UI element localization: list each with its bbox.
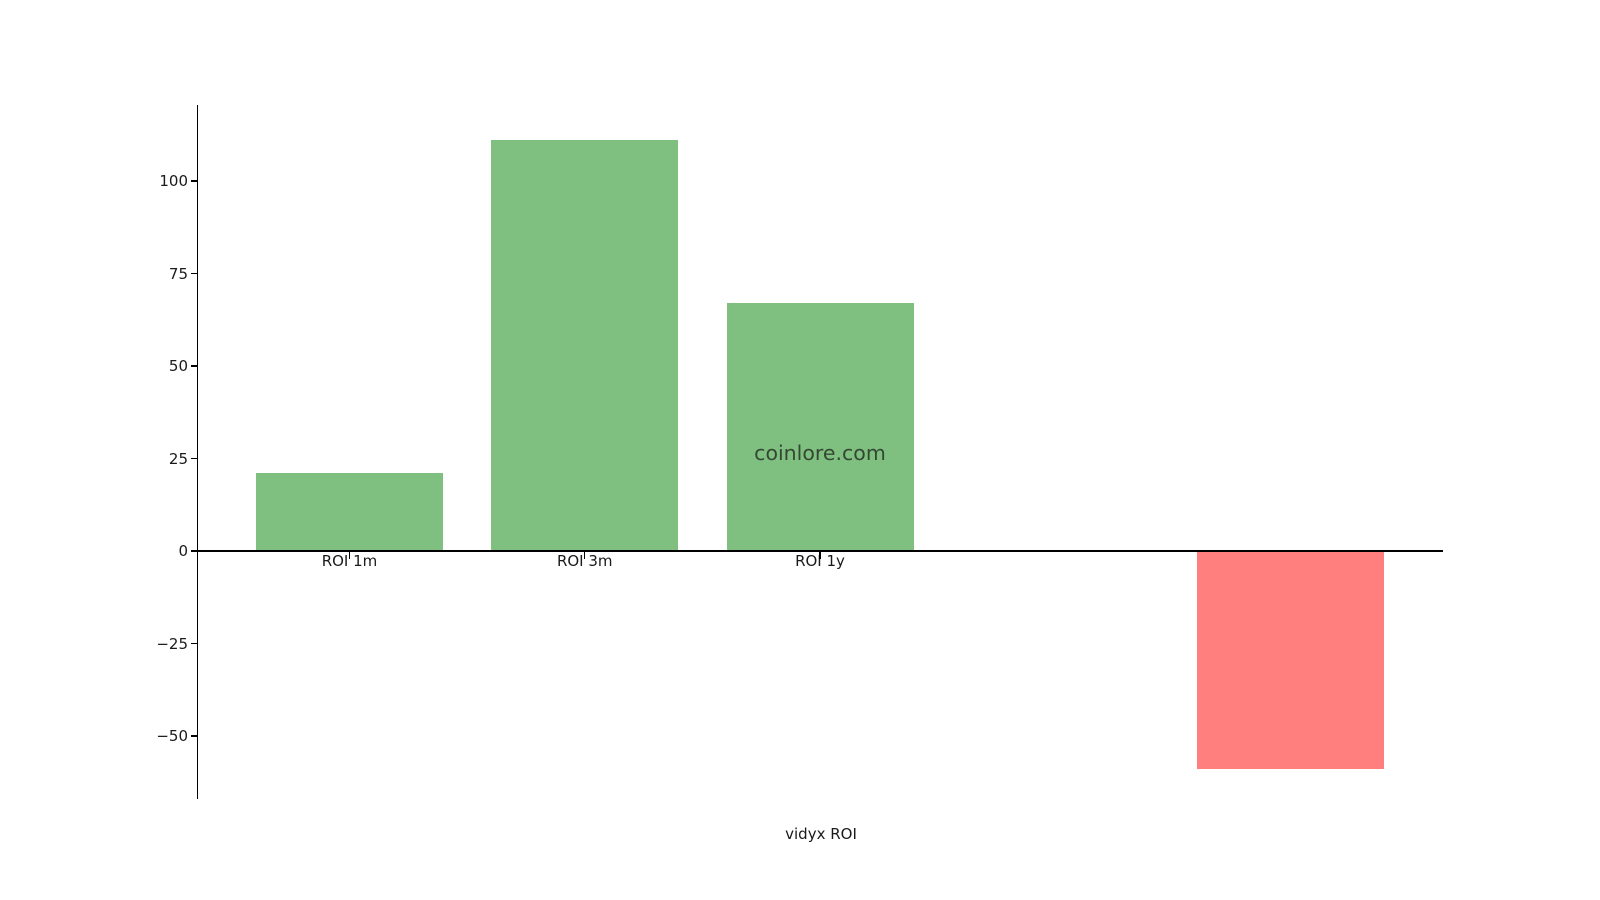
x-tick-label: ROI 3m [556,552,613,570]
y-tick-mark [191,272,198,275]
x-axis-title: vidyx ROI [785,825,857,843]
y-tick-label: 50 [168,357,188,375]
bar-roi-1y [726,303,914,551]
y-tick-label: −50 [156,727,188,745]
y-tick-mark [191,180,198,182]
y-tick-label: 75 [168,264,188,283]
y-tick-mark [191,735,198,737]
bar-roi-3m [491,140,679,551]
y-tick-label: 25 [168,449,188,468]
watermark: coinlore.com [754,441,886,465]
x-tick-mark [584,551,586,559]
x-tick-mark [348,551,351,559]
y-axis-spine [197,105,199,799]
y-tick-mark [191,457,198,460]
y-tick-mark [191,550,198,552]
x-tick-label: ROI 1m [321,552,378,570]
x-tick-label: ROI 1y [795,552,845,570]
bar-unlabeled [1197,551,1384,770]
y-tick-mark [191,642,198,645]
y-tick-label: 0 [178,542,188,560]
y-tick-mark [191,365,198,367]
bar-roi-1m [256,473,443,551]
x-tick-mark [819,551,821,559]
y-tick-label: 100 [159,172,188,190]
y-tick-label: −25 [156,634,188,653]
